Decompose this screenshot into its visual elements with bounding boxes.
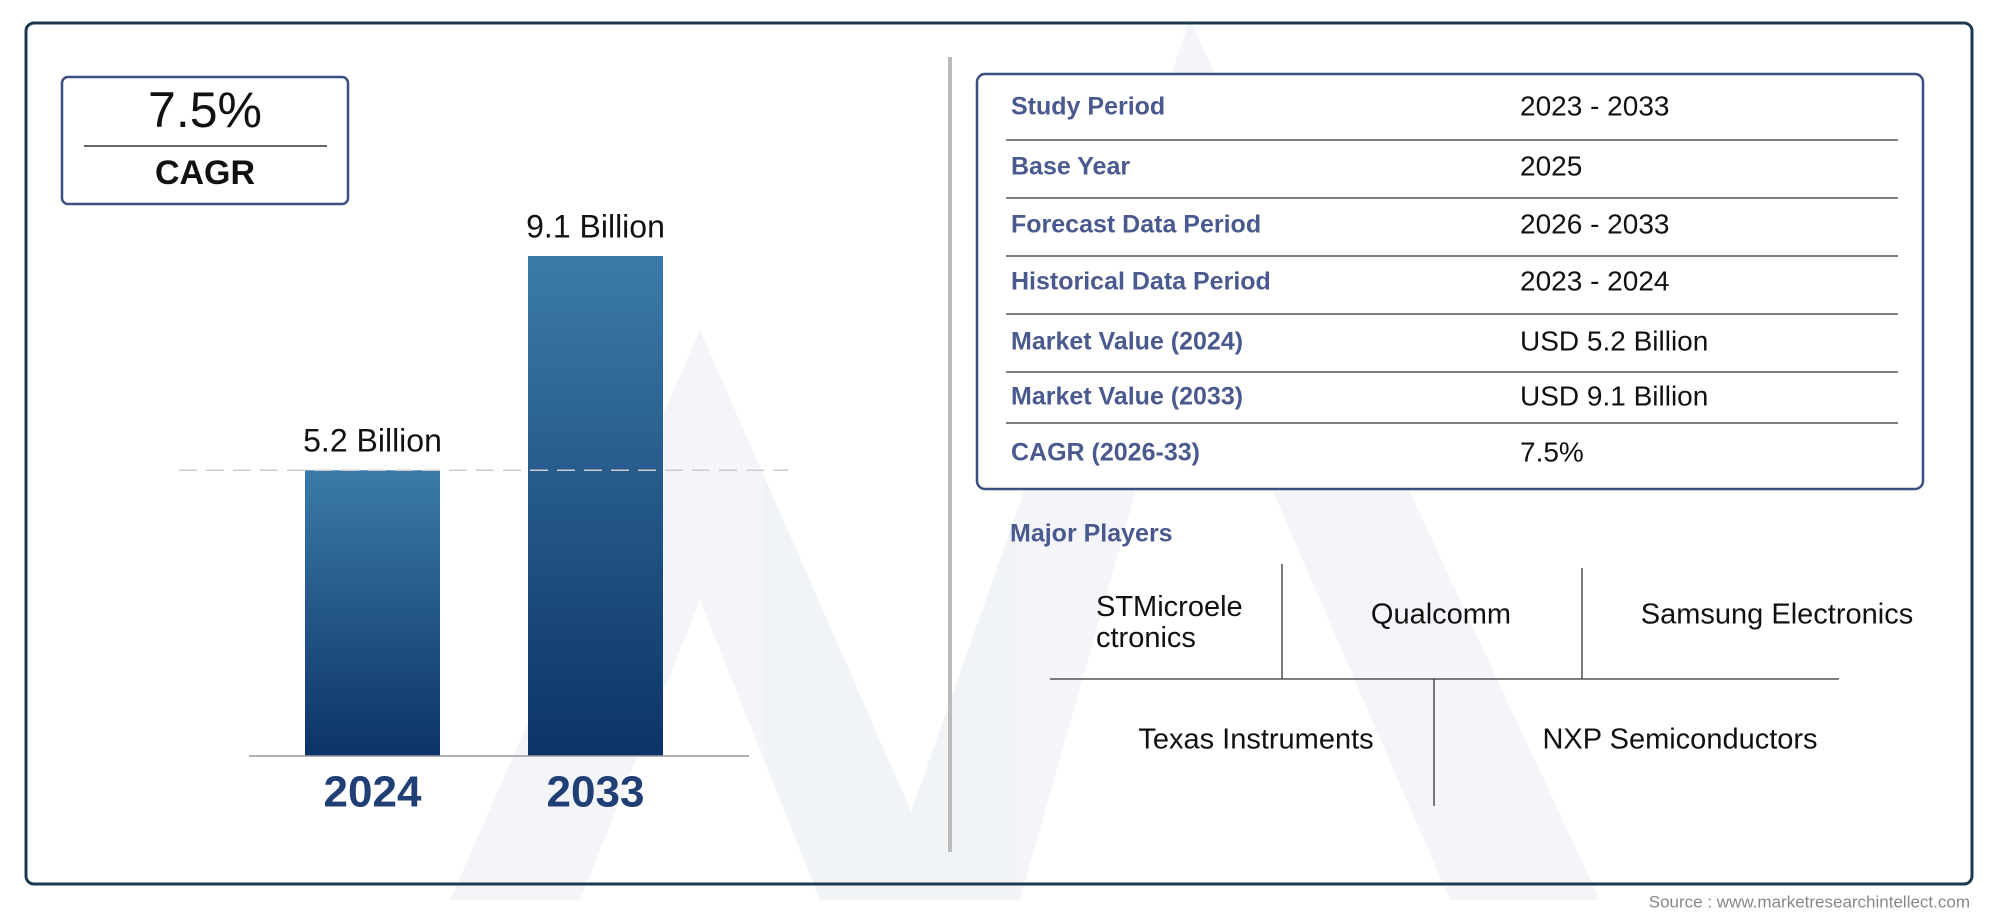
source: Source : www.marketresearchintellect.com (1649, 892, 1970, 911)
row-value: 2023 - 2024 (1520, 265, 1669, 296)
x-tick-label: 2024 (324, 768, 422, 817)
row-label: Forecast Data Period (1011, 211, 1261, 239)
player-name: STMicroelectronics (1096, 592, 1243, 654)
watermark (450, 20, 1600, 900)
row-label: CAGR (2026-33) (1011, 439, 1200, 467)
cagr-label: CAGR (155, 154, 255, 192)
value-label: 9.1 Billion (526, 208, 665, 244)
x-tick-label: 2033 (547, 768, 645, 817)
value-label: 5.2 Billion (303, 423, 442, 459)
bar (528, 256, 663, 756)
cagr-box (60, 75, 350, 206)
row-value: 7.5% (1520, 436, 1584, 467)
row-value: 2025 (1520, 150, 1582, 181)
row-label: Market Value (2024) (1011, 328, 1243, 356)
player-name: Qualcomm (1371, 599, 1511, 631)
row-value: USD 9.1 Billion (1520, 380, 1708, 411)
row-label: Base Year (1011, 153, 1130, 181)
row-value: 2023 - 2033 (1520, 90, 1669, 121)
row-label: Study Period (1011, 93, 1165, 121)
player-name: NXP Semiconductors (1542, 724, 1817, 756)
info-table (975, 72, 1925, 491)
table-rows: Study Period 2023 - 2033 Base Year 2025 Fore… (1006, 90, 1898, 467)
player-cell: STMicroelectronics (1096, 592, 1243, 654)
cagr-value: 7.5% (148, 82, 262, 138)
row-label: Market Value (2033) (1011, 383, 1243, 411)
outer-frame (24, 21, 1974, 886)
bar-chart: 5.2 Billion 2024 9.1 Billion 2033 (179, 208, 788, 817)
row-label: Historical Data Period (1011, 268, 1271, 296)
bar (305, 470, 440, 756)
players-grid (1050, 564, 1839, 806)
row-value: 2026 - 2033 (1520, 208, 1669, 239)
players-title: Major Players (1010, 520, 1173, 548)
player-name: Samsung Electronics (1641, 599, 1913, 631)
row-value: USD 5.2 Billion (1520, 325, 1708, 356)
player-name: Texas Instruments (1138, 724, 1373, 756)
